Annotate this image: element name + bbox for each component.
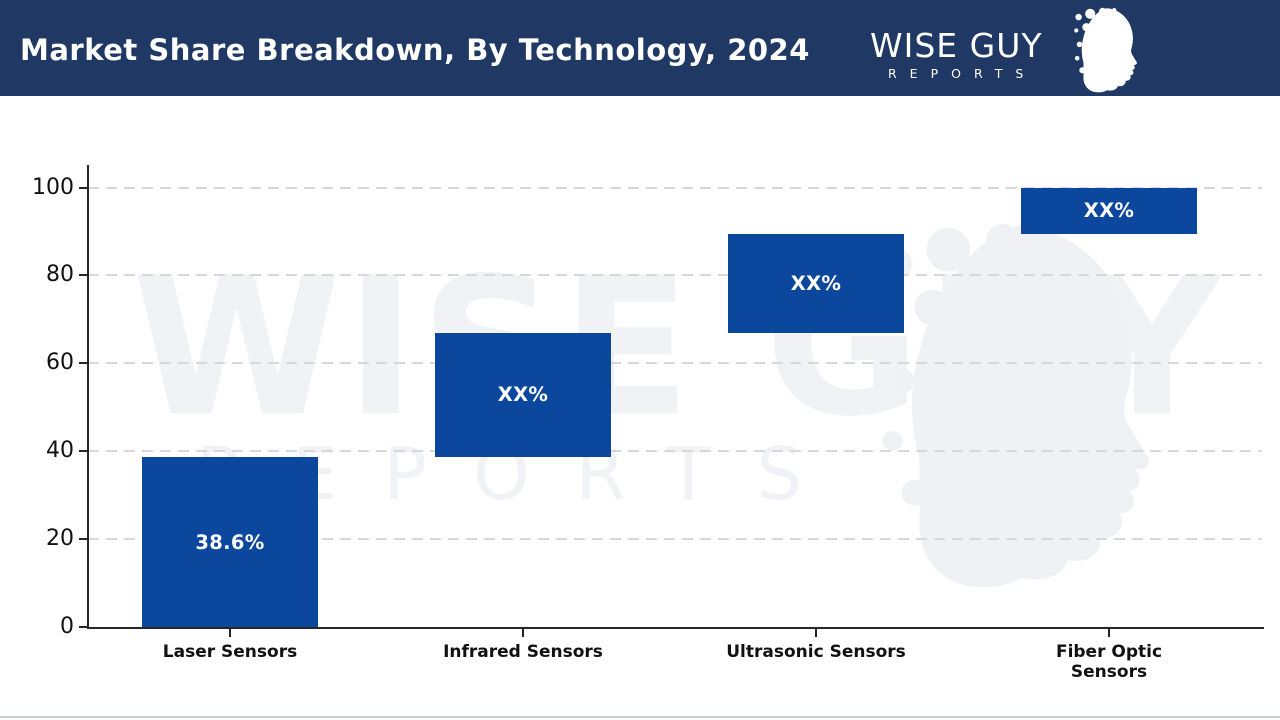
page-bottom-divider xyxy=(0,716,1280,718)
gridline xyxy=(88,362,1262,365)
y-axis-tick-label: 80 xyxy=(46,262,74,288)
x-axis-tick xyxy=(815,629,817,637)
bar-laser-sensors: 38.6% xyxy=(142,457,318,627)
y-axis-tick xyxy=(79,274,88,277)
x-axis-label: Fiber Optic Sensors xyxy=(1055,642,1163,682)
y-axis-line xyxy=(87,165,89,629)
brand-logo: WISE GUY REPORTS xyxy=(870,0,1280,96)
y-axis-tick xyxy=(79,362,88,365)
plot-region: 0 20 40 60 80 100 38.6% Laser Sensors XX% Infrare… xyxy=(0,96,1280,720)
y-axis-tick-label: 20 xyxy=(46,526,74,552)
y-axis-tick xyxy=(79,538,88,541)
chart-area: WISE GUY REPORTS 0 20 40 60 80 100 38.6% Laser … xyxy=(0,96,1280,720)
x-axis-label: Infrared Sensors xyxy=(443,642,603,662)
x-axis-line xyxy=(87,627,1264,629)
x-axis-tick xyxy=(229,629,231,637)
bar-value-label: XX% xyxy=(790,271,842,295)
y-axis-tick-label: 60 xyxy=(46,350,74,376)
y-axis-tick xyxy=(79,626,88,628)
page-title: Market Share Breakdown, By Technology, 2… xyxy=(20,33,810,67)
y-axis-tick xyxy=(79,450,88,453)
bar-ultrasonic-sensors: XX% xyxy=(728,234,904,333)
brand-subname: REPORTS xyxy=(888,66,1037,81)
x-axis-label: Ultrasonic Sensors xyxy=(726,642,906,662)
bar-value-label: XX% xyxy=(497,383,549,407)
gridline xyxy=(88,450,1262,453)
bar-value-label: XX% xyxy=(1083,199,1135,223)
bar-fiber-optic-sensors: XX% xyxy=(1021,187,1197,235)
y-axis-tick-label: 0 xyxy=(60,614,74,639)
brand-name: WISE GUY xyxy=(870,26,1043,65)
gridline xyxy=(88,274,1262,277)
bar-infrared-sensors: XX% xyxy=(435,332,611,458)
x-axis-tick xyxy=(522,629,524,637)
x-axis-label: Laser Sensors xyxy=(162,642,298,662)
header-band: Market Share Breakdown, By Technology, 2… xyxy=(0,0,1280,96)
y-axis-tick-label: 100 xyxy=(32,174,74,200)
gridline xyxy=(88,186,1262,189)
x-axis-tick xyxy=(1108,629,1110,637)
brand-head-icon xyxy=(1070,5,1140,93)
y-axis-tick xyxy=(79,186,88,189)
bar-value-label: 38.6% xyxy=(195,530,265,554)
gridline xyxy=(88,538,1262,541)
y-axis-tick-label: 40 xyxy=(46,438,74,464)
